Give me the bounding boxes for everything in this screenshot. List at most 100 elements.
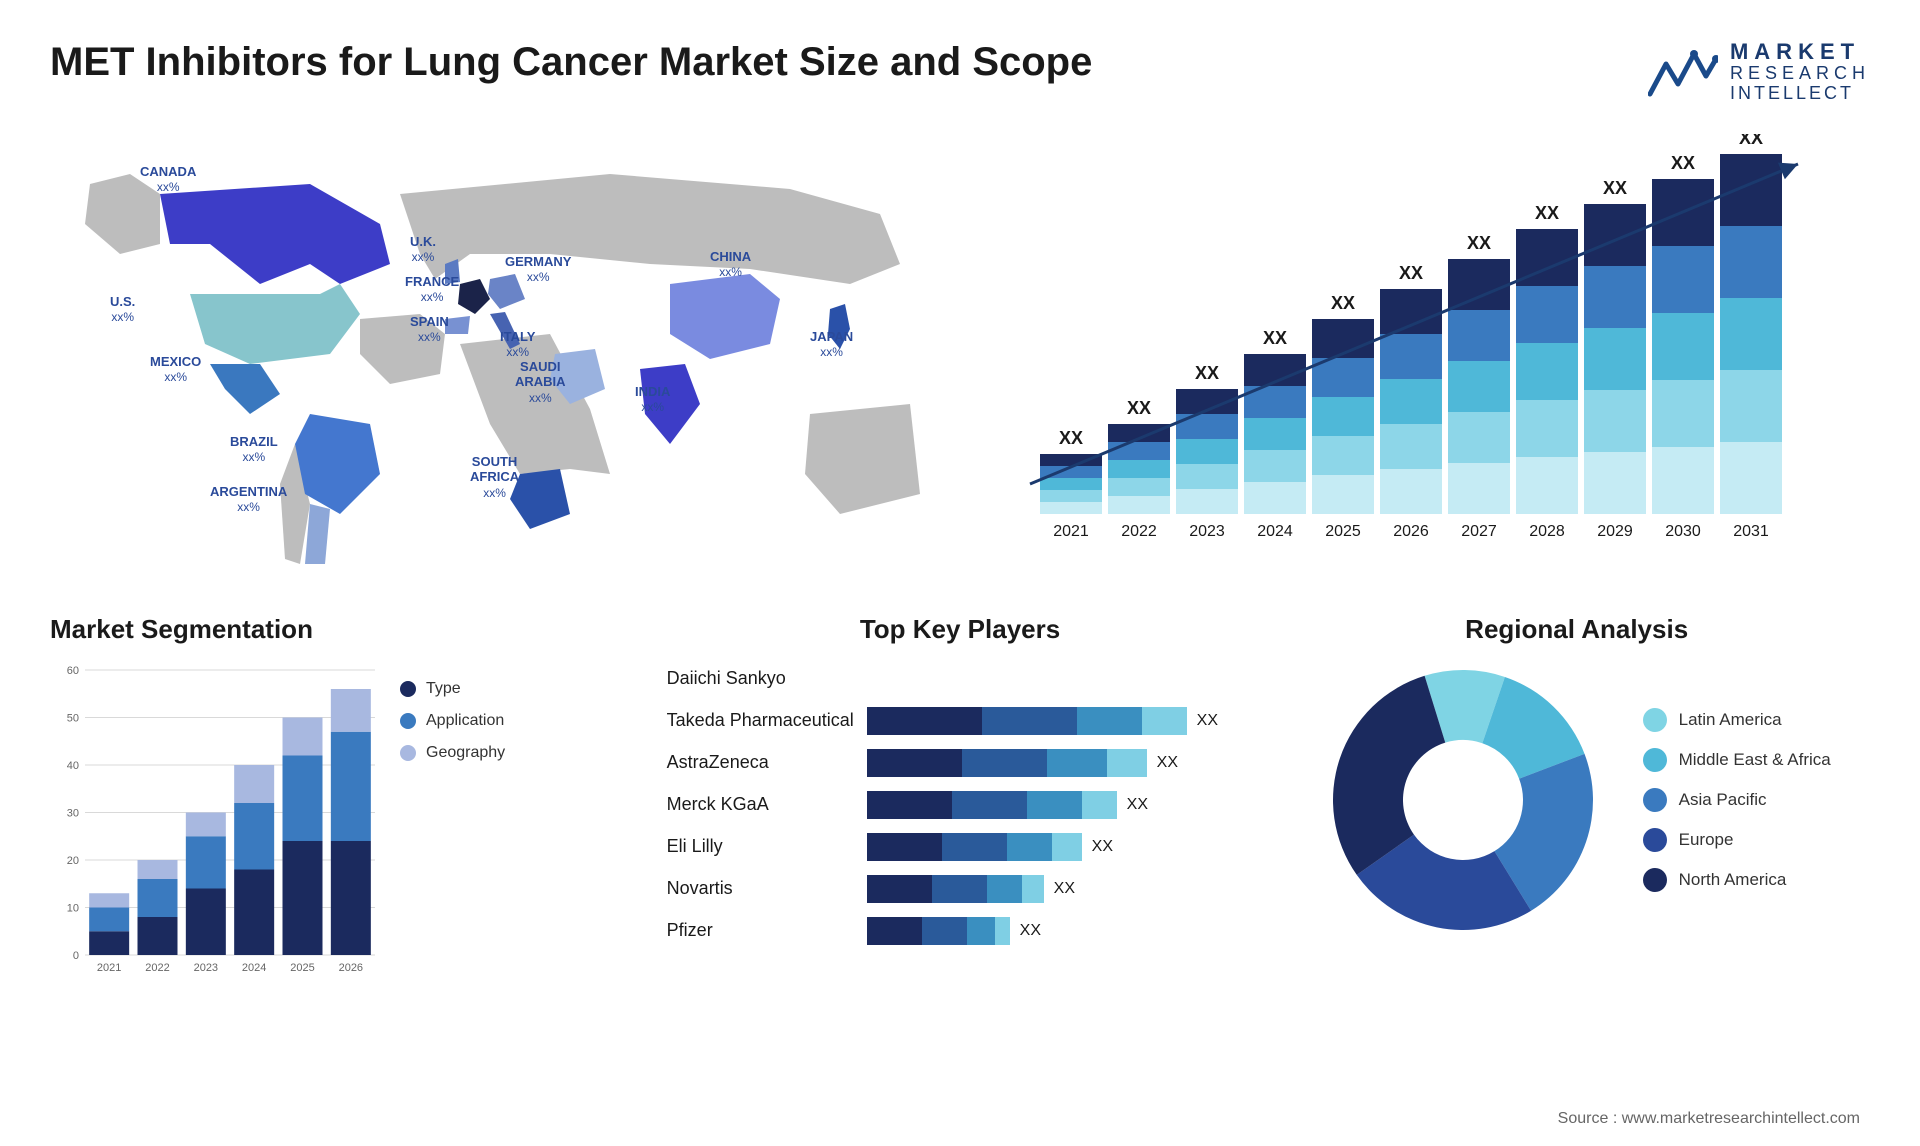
bar-segment [867,875,932,903]
legend-item: Application [400,712,637,730]
svg-text:2029: 2029 [1597,523,1633,540]
segmentation-svg: 0102030405060202120222023202420252026 [50,660,380,980]
svg-text:2028: 2028 [1529,523,1565,540]
key-player-name: Pfizer [667,920,867,941]
key-player-bar-wrap: XX [867,875,1254,903]
svg-text:2022: 2022 [145,962,169,974]
map-label: FRANCExx% [405,274,459,305]
svg-text:10: 10 [67,902,79,914]
segmentation-title: Market Segmentation [50,614,637,645]
bottom-row: Market Segmentation 01020304050602021202… [50,614,1870,1014]
key-player-bar [867,917,1010,945]
legend-item: Type [400,680,637,698]
map-label: SOUTHAFRICAxx% [470,454,519,501]
svg-text:XX: XX [1399,263,1423,283]
bar-segment [952,791,1027,819]
bar-segment [962,749,1047,777]
key-player-row: Eli Lilly XX [667,828,1254,866]
bar-segment [1027,791,1082,819]
key-player-row: PfizerXX [667,912,1254,950]
legend-label: Middle East & Africa [1679,750,1831,770]
key-player-value: XX [1054,880,1075,898]
regional-legend-item: North America [1643,868,1831,892]
growth-chart: XX2021XX2022XX2023XX2024XX2025XX2026XX20… [970,134,1870,574]
bar-segment [867,833,942,861]
svg-text:2024: 2024 [242,962,266,974]
regional-legend: Latin America Middle East & Africa Asia Pa… [1643,708,1831,892]
key-player-bar [867,833,1082,861]
segmentation-bars: 0102030405060202120222023202420252026 [50,660,380,980]
legend-label: Application [426,712,504,730]
key-player-value: XX [1092,838,1113,856]
map-label: U.S.xx% [110,294,135,325]
svg-text:2022: 2022 [1121,523,1157,540]
key-player-name: AstraZeneca [667,752,867,773]
legend-dot [1643,748,1667,772]
page-title: MET Inhibitors for Lung Cancer Market Si… [50,40,1092,85]
svg-text:XX: XX [1467,233,1491,253]
logo-text: MARKET RESEARCH INTELLECT [1730,40,1870,104]
header: MET Inhibitors for Lung Cancer Market Si… [50,40,1870,104]
svg-text:2023: 2023 [194,962,218,974]
map-label: CHINAxx% [710,249,751,280]
bar-segment [1007,833,1052,861]
segmentation-chart: 0102030405060202120222023202420252026 Ty… [50,660,637,980]
legend-label: Geography [426,744,505,762]
bar-segment [867,749,962,777]
svg-text:XX: XX [1739,134,1763,148]
svg-text:40: 40 [67,760,79,772]
map-label: JAPANxx% [810,329,853,360]
key-player-row: Daiichi Sankyo [667,660,1254,698]
svg-text:2021: 2021 [97,962,121,974]
map-label: U.K.xx% [410,234,436,265]
key-player-bar-wrap: XX [867,707,1254,735]
bar-segment [1082,791,1117,819]
map-label: ARGENTINAxx% [210,484,287,515]
svg-text:2026: 2026 [1393,523,1429,540]
legend-dot [1643,828,1667,852]
svg-text:XX: XX [1263,328,1287,348]
svg-text:2021: 2021 [1053,523,1089,540]
map-label: SPAINxx% [410,314,449,345]
bar-segment [987,875,1022,903]
legend-label: North America [1679,870,1787,890]
legend-dot [1643,868,1667,892]
svg-text:XX: XX [1603,178,1627,198]
svg-text:60: 60 [67,665,79,677]
key-player-value: XX [1127,796,1148,814]
legend-dot [400,745,416,761]
key-players-title: Top Key Players [667,614,1254,645]
bar-segment [1107,749,1147,777]
legend-dot [1643,708,1667,732]
key-player-row: Merck KGaAXX [667,786,1254,824]
svg-text:2023: 2023 [1189,523,1225,540]
key-player-name: Takeda Pharmaceutical [667,710,867,731]
key-player-name: Eli Lilly [667,836,867,857]
svg-text:20: 20 [67,855,79,867]
regional-legend-item: Asia Pacific [1643,788,1831,812]
key-player-row: NovartisXX [667,870,1254,908]
svg-text:XX: XX [1127,398,1151,418]
top-row: CANADAxx%U.S.xx%MEXICOxx%BRAZILxx%ARGENT… [50,134,1870,574]
segmentation-section: Market Segmentation 01020304050602021202… [50,614,637,1014]
svg-text:2025: 2025 [290,962,314,974]
key-player-name: Daiichi Sankyo [667,668,867,689]
key-player-bar [867,749,1147,777]
map-label: MEXICOxx% [150,354,201,385]
svg-text:2031: 2031 [1733,523,1769,540]
svg-text:XX: XX [1671,153,1695,173]
key-player-value: XX [1197,712,1218,730]
regional-section: Regional Analysis Latin AmericaMiddle Ea… [1283,614,1870,1014]
map-label: BRAZILxx% [230,434,278,465]
key-players-section: Top Key Players Daiichi Sankyo Takeda Pha… [667,614,1254,1014]
logo-mark-icon [1648,44,1718,99]
growth-chart-svg: XX2021XX2022XX2023XX2024XX2025XX2026XX20… [970,134,1870,574]
key-players-list: Daiichi Sankyo Takeda Pharmaceutical XX Ast… [667,660,1254,950]
svg-text:XX: XX [1535,203,1559,223]
bar-segment [867,791,952,819]
regional-legend-item: Latin America [1643,708,1831,732]
svg-text:XX: XX [1331,293,1355,313]
legend-label: Europe [1679,830,1734,850]
legend-dot [400,681,416,697]
key-player-row: AstraZenecaXX [667,744,1254,782]
